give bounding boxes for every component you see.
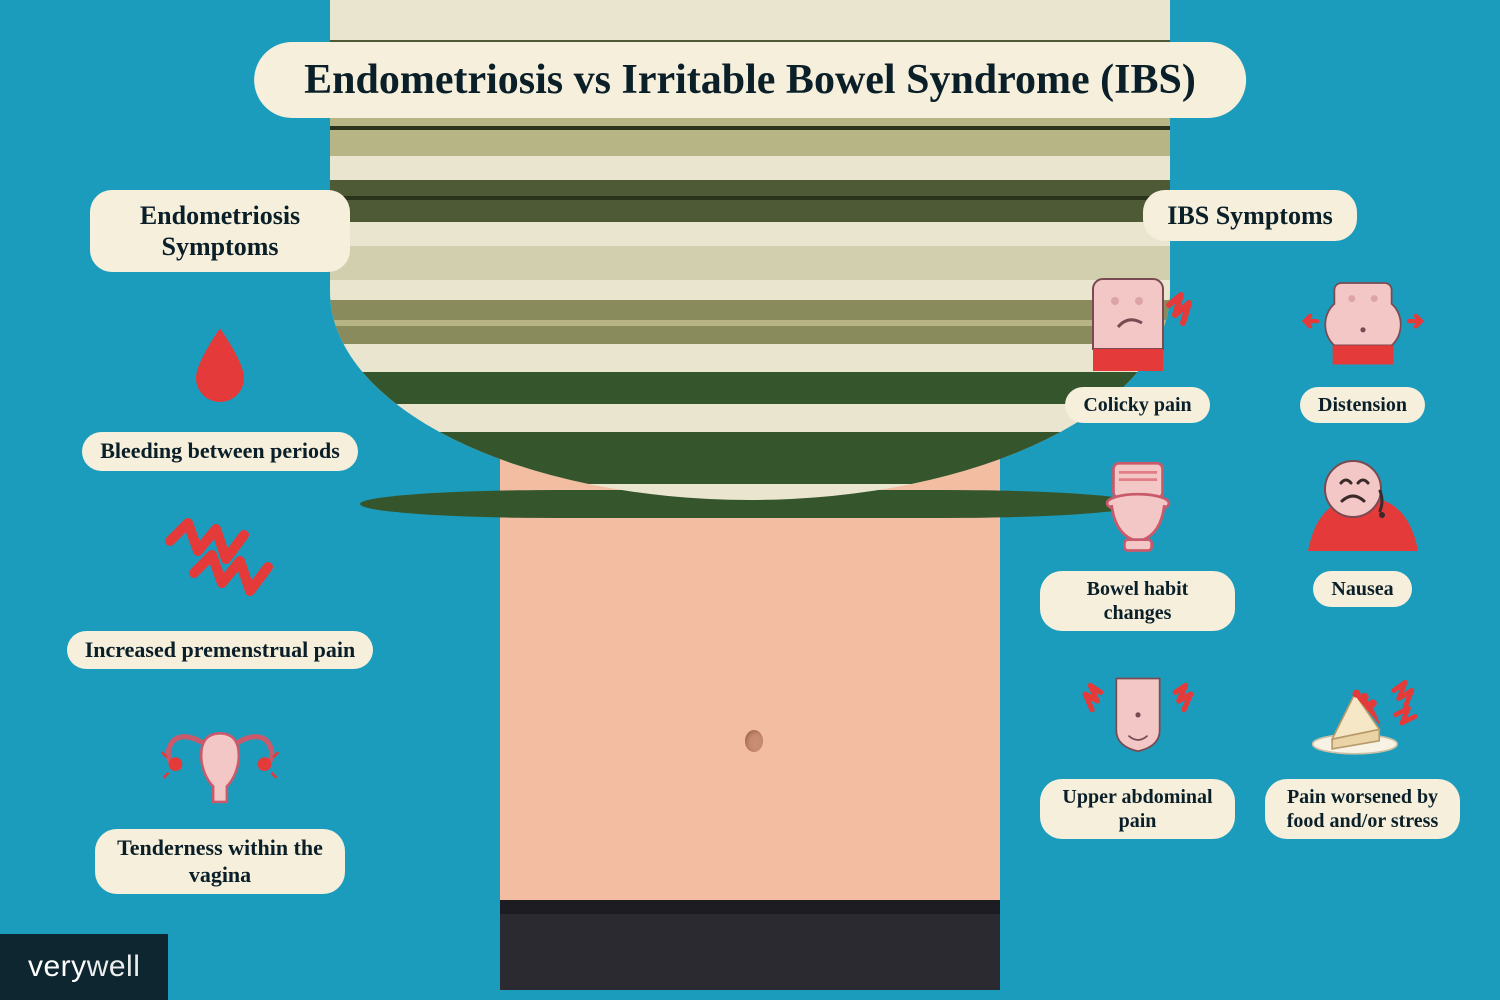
symptom-vaginal-tenderness: Tenderness within the vagina: [95, 699, 345, 894]
blood-drop-icon: [160, 302, 280, 422]
symptom-label-text: Bowel habit changes: [1087, 578, 1189, 624]
main-title: Endometriosis vs Irritable Bowel Syndrom…: [254, 42, 1246, 118]
symptom-label: Bowel habit changes: [1040, 571, 1235, 631]
symptom-label: Tenderness within the vagina: [95, 829, 345, 894]
symptom-label-text: Upper abdominal pain: [1062, 786, 1212, 832]
symptom-distension: Distension: [1265, 267, 1460, 423]
symptom-label-text: Tenderness within the vagina: [117, 835, 323, 886]
symptom-label-text: Pain worsened by food and/or stress: [1287, 786, 1439, 832]
symptom-label: Upper abdominal pain: [1040, 779, 1235, 839]
left-symptoms-column: Endometriosis Symptoms Bleeding between …: [50, 190, 390, 894]
right-symptoms-column: IBS Symptoms Colicky pain: [1040, 190, 1460, 839]
toilet-icon: [1073, 451, 1203, 561]
symptom-colicky-pain: Colicky pain: [1040, 267, 1235, 423]
symptom-bowel-changes: Bowel habit changes: [1040, 451, 1235, 631]
bloated-torso-icon: [1298, 267, 1428, 377]
pants-illustration: [500, 900, 1000, 990]
torso-pain-icon: [1073, 267, 1203, 377]
symptom-label: Pain worsened by food and/or stress: [1265, 779, 1460, 839]
infographic-canvas: Endometriosis vs Irritable Bowel Syndrom…: [0, 0, 1500, 1000]
nausea-face-icon: [1298, 451, 1428, 561]
brand-strong: very: [28, 950, 87, 983]
symptom-bleeding: Bleeding between periods: [82, 302, 358, 470]
belly-pain-icon: [1073, 659, 1203, 769]
symptom-upper-abdominal-pain: Upper abdominal pain: [1040, 659, 1235, 839]
brand-logo: verywell: [0, 934, 168, 1000]
central-figure: [380, 0, 1120, 1000]
symptom-label: Increased premenstrual pain: [67, 631, 374, 669]
uterus-icon: [160, 699, 280, 819]
symptom-label: Bleeding between periods: [82, 432, 358, 470]
right-heading: IBS Symptoms: [1143, 190, 1356, 241]
left-heading-text: Endometriosis Symptoms: [140, 201, 300, 261]
symptom-label: Colicky pain: [1065, 387, 1209, 423]
symptom-nausea: Nausea: [1265, 451, 1460, 631]
pain-zigzag-icon: [160, 501, 280, 621]
cake-pain-icon: [1298, 659, 1428, 769]
symptom-food-stress-pain: Pain worsened by food and/or stress: [1265, 659, 1460, 839]
left-heading: Endometriosis Symptoms: [90, 190, 350, 272]
symptom-premenstrual-pain: Increased premenstrual pain: [67, 501, 374, 669]
navel-mark: [745, 730, 763, 752]
right-symptoms-grid: Colicky pain Distension: [1040, 267, 1460, 839]
brand-light: well: [87, 950, 141, 983]
symptom-label: Nausea: [1313, 571, 1411, 607]
symptom-label: Distension: [1300, 387, 1425, 423]
